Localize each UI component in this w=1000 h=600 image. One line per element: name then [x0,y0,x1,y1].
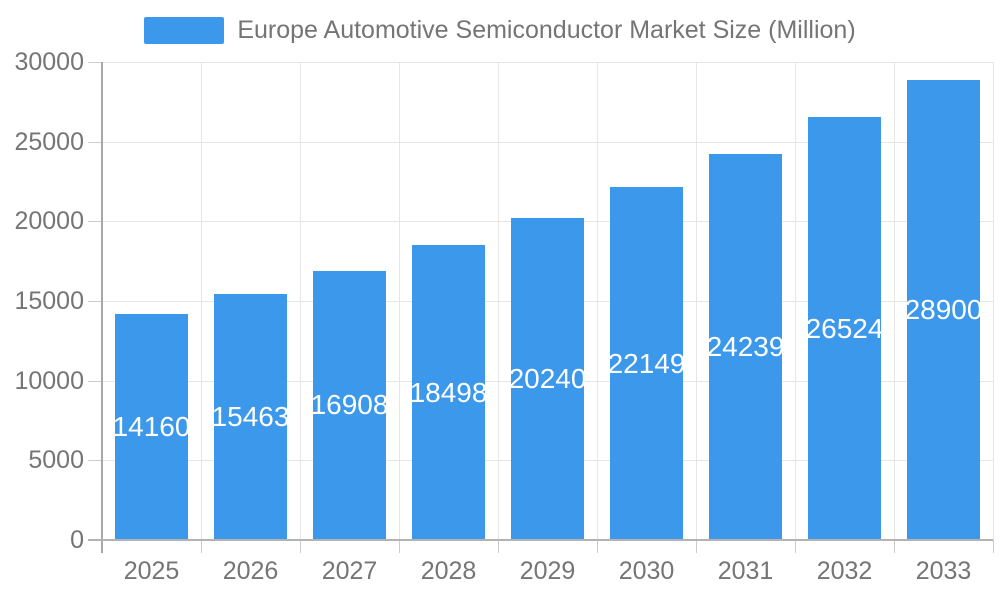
h-gridline [102,141,993,143]
bar-value-label: 24239 [706,330,785,362]
y-axis-label: 0 [70,526,84,554]
v-gridline [300,62,301,540]
bar-2031[interactable] [709,153,782,540]
v-gridline [795,62,796,540]
x-axis-tick [498,540,499,553]
y-axis-tick [88,221,102,223]
y-axis-tick [88,141,102,143]
y-axis-label: 25000 [14,127,84,156]
y-axis-label: 20000 [14,207,84,236]
bar-value-label: 15463 [211,400,290,432]
y-axis-label: 30000 [14,48,84,76]
x-axis-label: 2028 [420,557,477,585]
v-gridline [201,62,202,540]
y-axis-label: 5000 [28,446,84,475]
x-axis-label: 2032 [816,557,873,585]
x-axis-baseline [88,539,993,541]
v-gridline [894,62,895,540]
legend-swatch [144,16,225,44]
y-axis-tick [88,380,102,382]
x-axis-tick [993,540,994,553]
h-gridline [102,62,993,63]
bar-value-label: 28900 [904,293,983,325]
y-axis-tick [88,301,102,302]
bar-value-label: 18498 [409,376,488,408]
bar-value-label: 16908 [310,389,389,421]
x-axis-tick [894,540,895,553]
bar-value-label: 14160 [112,411,191,443]
legend[interactable]: Europe Automotive Semiconductor Market S… [0,14,1000,46]
y-axis-tick [88,460,102,462]
x-axis-label: 2027 [321,557,378,585]
x-axis-tick [300,540,301,553]
y-axis-label: 15000 [14,287,84,315]
x-axis-tick [597,540,598,553]
bar-2032[interactable] [808,117,881,540]
bar-2025[interactable] [115,314,188,540]
x-axis-tick [201,540,202,553]
y-axis-line [101,62,103,553]
bar-2033[interactable] [907,79,980,540]
y-axis-tick [88,62,102,63]
x-axis-label: 2025 [123,557,180,585]
x-axis-label: 2031 [717,557,774,585]
bar-2027[interactable] [313,270,386,540]
bar-2029[interactable] [511,217,584,540]
x-axis-label: 2033 [915,557,972,585]
x-axis-tick [696,540,697,553]
v-gridline [597,62,598,540]
bar-value-label: 20240 [508,362,587,394]
y-axis-label: 10000 [14,366,84,395]
bar-2026[interactable] [214,293,287,540]
bar-2028[interactable] [412,245,485,540]
v-gridline [399,62,400,540]
bar-value-label: 22149 [607,347,686,379]
x-axis-tick [399,540,400,553]
bar-value-label: 26524 [805,312,884,344]
v-gridline [993,62,994,540]
bar-2030[interactable] [610,187,683,540]
x-axis-label: 2026 [222,557,279,585]
x-axis-label: 2029 [519,557,576,585]
legend-label: Europe Automotive Semiconductor Market S… [237,15,856,44]
v-gridline [498,62,499,540]
x-axis-label: 2030 [618,557,675,585]
v-gridline [696,62,697,540]
x-axis-tick [795,540,796,553]
